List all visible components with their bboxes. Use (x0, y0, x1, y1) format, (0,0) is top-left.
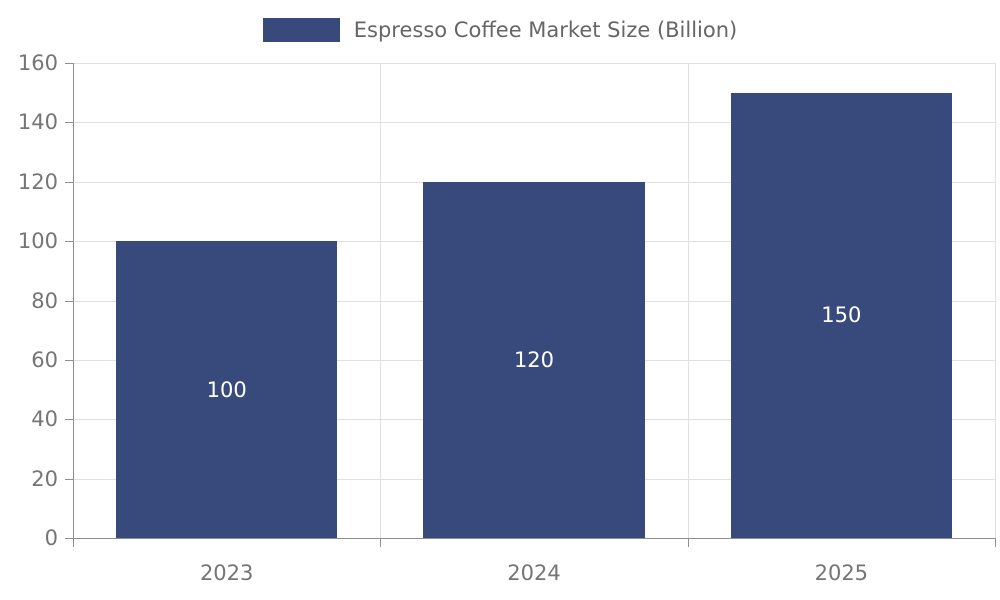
x-axis-tick (995, 538, 996, 547)
bar-value-label: 150 (821, 303, 862, 328)
y-axis-tick (65, 300, 73, 302)
legend-swatch (262, 18, 340, 42)
y-axis-tick (65, 538, 73, 539)
bar-2025[interactable] (730, 92, 952, 538)
chart-legend[interactable]: Espresso Coffee Market Size (Billion) (0, 13, 1000, 47)
x-axis-tick (380, 538, 382, 547)
y-axis-tick-label: 120 (17, 169, 58, 194)
y-axis-tick-label: 100 (17, 229, 58, 254)
y-axis-tick (65, 478, 73, 480)
bar-value-label: 100 (206, 377, 247, 402)
y-axis-line (73, 63, 74, 538)
legend-label: Espresso Coffee Market Size (Billion) (353, 18, 738, 42)
bar-2023[interactable] (116, 241, 338, 538)
x-axis-tick-label: 2023 (199, 561, 254, 585)
bar-2024[interactable] (423, 181, 645, 538)
x-axis-tick-label: 2025 (814, 561, 869, 585)
h-gridline (73, 63, 995, 64)
y-axis-tick (65, 181, 73, 183)
y-axis-tick (65, 359, 73, 361)
x-axis-tick (687, 538, 689, 547)
y-axis-tick-label: 40 (31, 407, 58, 432)
v-gridline (995, 63, 996, 538)
bar-value-label: 120 (513, 347, 555, 372)
y-axis-tick-label: 0 (44, 526, 58, 550)
x-axis-tick (73, 538, 74, 547)
y-axis-tick-label: 60 (31, 347, 58, 372)
v-gridline (380, 63, 382, 538)
y-axis-tick (65, 63, 73, 64)
y-axis-tick-label: 160 (17, 51, 58, 75)
y-axis-tick (65, 122, 73, 124)
y-axis-tick (65, 241, 73, 243)
x-axis-tick-label: 2024 (507, 561, 561, 585)
y-axis-tick-label: 140 (17, 110, 58, 135)
x-axis-line (73, 538, 995, 539)
v-gridline (687, 63, 689, 538)
y-axis-tick-label: 80 (31, 288, 58, 313)
h-gridline (73, 122, 995, 124)
y-axis-tick (65, 419, 73, 421)
y-axis-tick-label: 20 (31, 466, 58, 491)
